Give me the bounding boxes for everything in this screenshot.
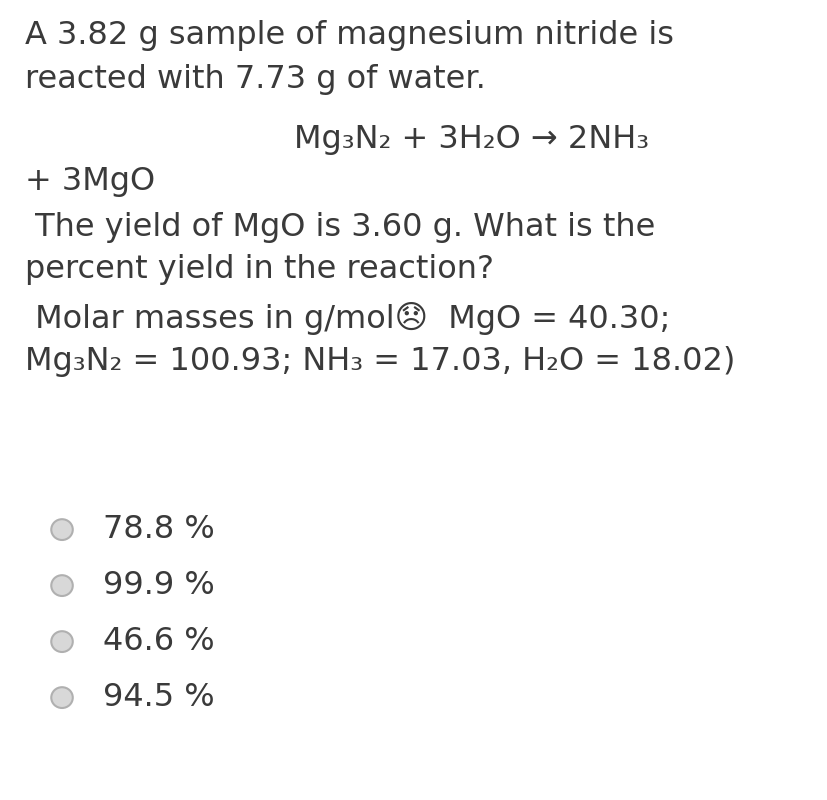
Text: Molar masses in g/mol😞  MgO = 40.30;: Molar masses in g/mol😞 MgO = 40.30; (25, 302, 670, 335)
Text: reacted with 7.73 g of water.: reacted with 7.73 g of water. (25, 64, 485, 95)
Text: percent yield in the reaction?: percent yield in the reaction? (25, 254, 494, 286)
Text: Mg₃N₂ = 100.93; NH₃ = 17.03, H₂O = 18.02): Mg₃N₂ = 100.93; NH₃ = 17.03, H₂O = 18.02… (25, 346, 735, 377)
Text: A 3.82 g sample of magnesium nitride is: A 3.82 g sample of magnesium nitride is (25, 20, 674, 51)
Text: 99.9 %: 99.9 % (103, 570, 215, 601)
Text: + 3MgO: + 3MgO (25, 166, 155, 197)
Ellipse shape (51, 631, 73, 652)
Text: Mg₃N₂ + 3H₂O → 2NH₃: Mg₃N₂ + 3H₂O → 2NH₃ (294, 124, 649, 155)
Text: 78.8 %: 78.8 % (103, 514, 215, 545)
Ellipse shape (51, 575, 73, 596)
Ellipse shape (51, 519, 73, 540)
Text: The yield of MgO is 3.60 g. What is the: The yield of MgO is 3.60 g. What is the (25, 212, 655, 243)
Ellipse shape (51, 687, 73, 708)
Text: 46.6 %: 46.6 % (103, 626, 215, 657)
Text: 94.5 %: 94.5 % (103, 682, 215, 713)
